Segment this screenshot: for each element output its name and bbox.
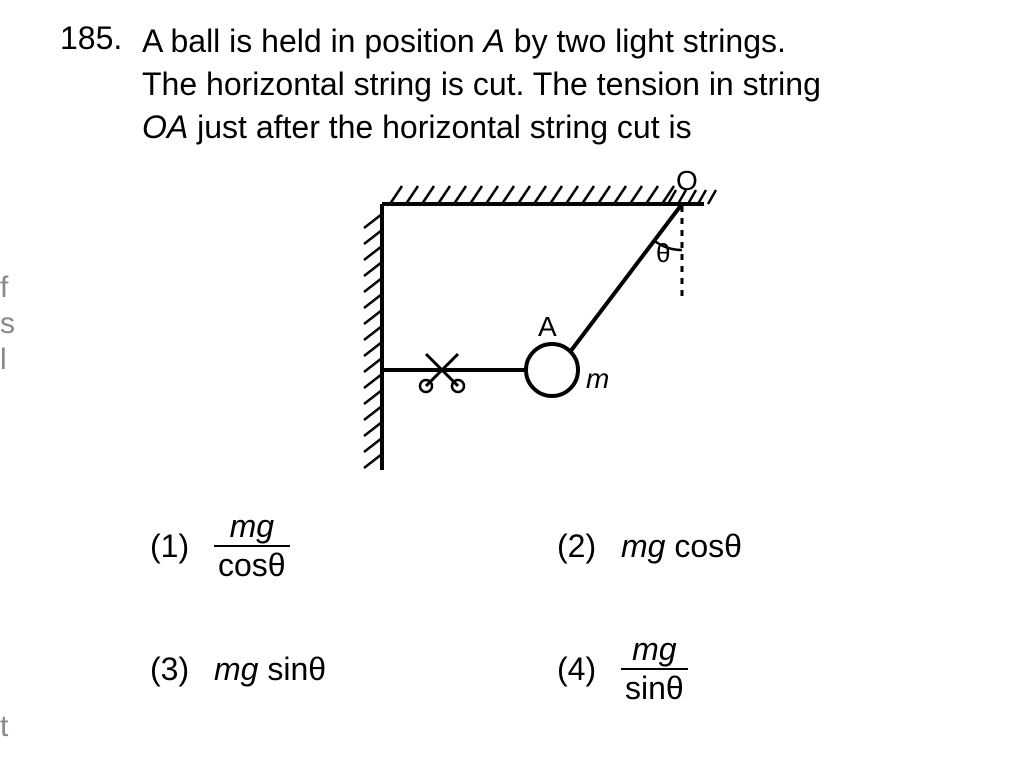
option-1-fraction: mg cosθ — [214, 510, 290, 583]
options-grid: (1) mg cosθ (2) mg cosθ (3) mg sinθ (4) … — [150, 510, 924, 706]
question-text: A ball is held in position A by two ligh… — [142, 20, 821, 150]
svg-text:θ: θ — [656, 238, 670, 268]
option-3-fn: sinθ — [267, 651, 326, 687]
physics-diagram: Oθ Am — [312, 160, 732, 490]
option-2-label: (2) — [557, 528, 607, 565]
option-4-den: sinθ — [621, 672, 688, 706]
svg-text:m: m — [586, 363, 609, 394]
option-2: (2) mg cosθ — [557, 510, 924, 583]
bottom-edge-artifact: t — [0, 710, 8, 744]
question-block: 185. A ball is held in position A by two… — [60, 20, 984, 150]
option-2-fn: cosθ — [674, 528, 742, 564]
option-1-den: cosθ — [214, 549, 290, 583]
option-4-fraction: mg sinθ — [621, 633, 688, 706]
qtext-part1b: by two light strings. — [505, 23, 786, 59]
qtext-part1: A ball is held in position — [142, 23, 484, 59]
qtext-A1: A — [484, 23, 505, 59]
left-edge-artifact: fsl — [0, 270, 18, 378]
figure-container: Oθ Am — [60, 160, 984, 490]
option-3-label: (3) — [150, 651, 200, 688]
option-3-mg: mg — [214, 651, 267, 687]
option-1-label: (1) — [150, 528, 200, 565]
option-2-mg: mg — [621, 528, 674, 564]
option-4-num: mg — [628, 633, 680, 667]
option-3: (3) mg sinθ — [150, 633, 517, 706]
page: fsl 185. A ball is held in position A by… — [0, 0, 1024, 774]
qtext-OA: OA — [142, 109, 188, 145]
option-2-expr: mg cosθ — [621, 528, 742, 565]
option-3-expr: mg sinθ — [214, 651, 326, 688]
svg-text:O: O — [676, 165, 698, 196]
option-4-label: (4) — [557, 651, 607, 688]
qtext-part2: The horizontal string is cut. The tensio… — [142, 66, 821, 102]
option-1-num: mg — [226, 510, 278, 544]
question-number: 185. — [60, 20, 130, 57]
option-1: (1) mg cosθ — [150, 510, 517, 583]
option-4: (4) mg sinθ — [557, 633, 924, 706]
qtext-part3b: just after the horizontal string cut is — [188, 109, 691, 145]
svg-text:A: A — [538, 311, 557, 342]
